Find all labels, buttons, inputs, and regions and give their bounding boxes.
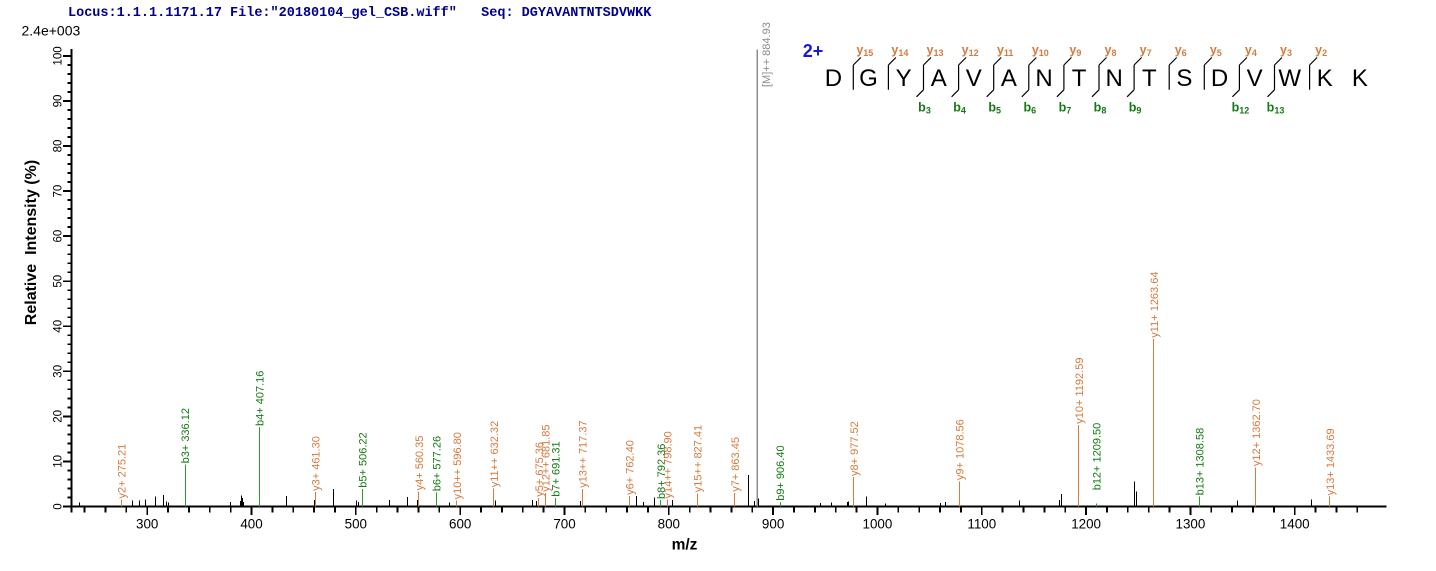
svg-text:T: T — [1142, 65, 1157, 92]
svg-text:y7: y7 — [1140, 43, 1152, 58]
svg-text:400: 400 — [240, 517, 262, 532]
svg-text:2+: 2+ — [803, 41, 824, 61]
svg-text:10: 10 — [53, 455, 65, 468]
svg-text:70: 70 — [53, 185, 65, 198]
svg-text:y8: y8 — [1105, 43, 1117, 58]
svg-text:y5+ 675.36: y5+ 675.36 — [534, 442, 546, 497]
svg-text:y14++ 798.90: y14++ 798.90 — [663, 431, 675, 498]
svg-text:y9: y9 — [1069, 43, 1081, 58]
svg-text:0: 0 — [53, 503, 65, 509]
svg-text:V: V — [966, 65, 982, 92]
svg-text:S: S — [1176, 65, 1192, 92]
svg-text:900: 900 — [762, 517, 784, 532]
svg-text:1000: 1000 — [863, 517, 893, 532]
svg-text:K: K — [1352, 65, 1368, 92]
svg-text:y2: y2 — [1315, 43, 1327, 58]
svg-text:D: D — [825, 65, 842, 92]
svg-text:800: 800 — [658, 517, 680, 532]
svg-text:b6+ 577.26: b6+ 577.26 — [431, 436, 443, 491]
svg-text:y8+ 977.52: y8+ 977.52 — [849, 421, 861, 476]
svg-text:D: D — [1211, 65, 1228, 92]
svg-text:2.4e+003: 2.4e+003 — [22, 23, 81, 39]
svg-text:W: W — [1278, 65, 1301, 92]
svg-text:y7+ 863.45: y7+ 863.45 — [730, 437, 742, 492]
svg-text:y12+ 1362.70: y12+ 1362.70 — [1251, 399, 1263, 466]
svg-text:G: G — [859, 65, 878, 92]
svg-text:b5+ 506.22: b5+ 506.22 — [357, 432, 369, 487]
svg-text:b3+ 336.12: b3+ 336.12 — [180, 408, 192, 463]
svg-text:y3+ 461.30: y3+ 461.30 — [311, 436, 323, 491]
svg-text:b12+ 1209.50: b12+ 1209.50 — [1091, 423, 1103, 491]
svg-text:b8+ 792.36: b8+ 792.36 — [656, 444, 668, 499]
svg-text:100: 100 — [53, 46, 65, 65]
svg-text:1300: 1300 — [1176, 517, 1206, 532]
svg-text:1400: 1400 — [1280, 517, 1310, 532]
svg-text:m/z: m/z — [672, 537, 698, 554]
svg-text:90: 90 — [53, 95, 65, 108]
svg-text:700: 700 — [553, 517, 575, 532]
svg-text:b9+ 906.40: b9+ 906.40 — [775, 445, 787, 500]
svg-text:y13++ 717.37: y13++ 717.37 — [578, 420, 590, 487]
svg-text:V: V — [1247, 65, 1263, 92]
svg-text:y10++ 596.80: y10++ 596.80 — [452, 432, 464, 499]
svg-text:y11++ 632.32: y11++ 632.32 — [489, 421, 501, 487]
svg-text:y5: y5 — [1210, 43, 1222, 58]
svg-text:y6+ 762.40: y6+ 762.40 — [625, 440, 637, 495]
svg-text:y12++ 681.85: y12++ 681.85 — [541, 425, 553, 492]
svg-text:y15++ 827.41: y15++ 827.41 — [692, 425, 704, 492]
svg-text:30: 30 — [53, 365, 65, 378]
svg-text:y11+ 1263.64: y11+ 1263.64 — [1149, 272, 1161, 338]
svg-text:300: 300 — [136, 517, 158, 532]
svg-text:1100: 1100 — [967, 517, 996, 532]
svg-text:y2+ 275.21: y2+ 275.21 — [116, 444, 128, 499]
svg-text:y4+ 560.35: y4+ 560.35 — [414, 436, 426, 491]
svg-text:A: A — [931, 65, 947, 92]
svg-text:N: N — [1035, 65, 1052, 92]
svg-text:y13+ 1433.69: y13+ 1433.69 — [1325, 428, 1337, 495]
svg-text:y10+ 1192.59: y10+ 1192.59 — [1074, 358, 1086, 424]
svg-text:Relative Intensity (%): Relative Intensity (%) — [23, 160, 40, 325]
svg-text:50: 50 — [53, 275, 65, 288]
svg-text:Y: Y — [896, 65, 912, 92]
svg-text:y4: y4 — [1245, 43, 1257, 58]
svg-text:500: 500 — [345, 517, 367, 532]
svg-text:b4+ 407.16: b4+ 407.16 — [254, 371, 266, 426]
svg-text:[M]++ 884.93: [M]++ 884.93 — [761, 22, 773, 87]
svg-text:b7+ 691.31: b7+ 691.31 — [550, 441, 562, 496]
svg-text:20: 20 — [53, 410, 65, 423]
svg-text:600: 600 — [449, 517, 471, 532]
svg-text:T: T — [1072, 65, 1087, 92]
svg-text:y6: y6 — [1175, 43, 1187, 58]
svg-text:y3: y3 — [1280, 43, 1292, 58]
svg-text:K: K — [1317, 65, 1333, 92]
svg-text:60: 60 — [53, 230, 65, 243]
svg-text:80: 80 — [53, 140, 65, 153]
svg-text:N: N — [1106, 65, 1123, 92]
svg-text:b13+ 1308.58: b13+ 1308.58 — [1194, 428, 1206, 496]
svg-text:y9+ 1078.56: y9+ 1078.56 — [954, 419, 966, 480]
svg-text:1200: 1200 — [1071, 517, 1101, 532]
svg-text:A: A — [1001, 65, 1017, 92]
svg-text:40: 40 — [53, 320, 65, 333]
svg-text:Locus:1.1.1.1171.17 File:"2018: Locus:1.1.1.1171.17 File:"20180104_gel_C… — [68, 6, 652, 21]
